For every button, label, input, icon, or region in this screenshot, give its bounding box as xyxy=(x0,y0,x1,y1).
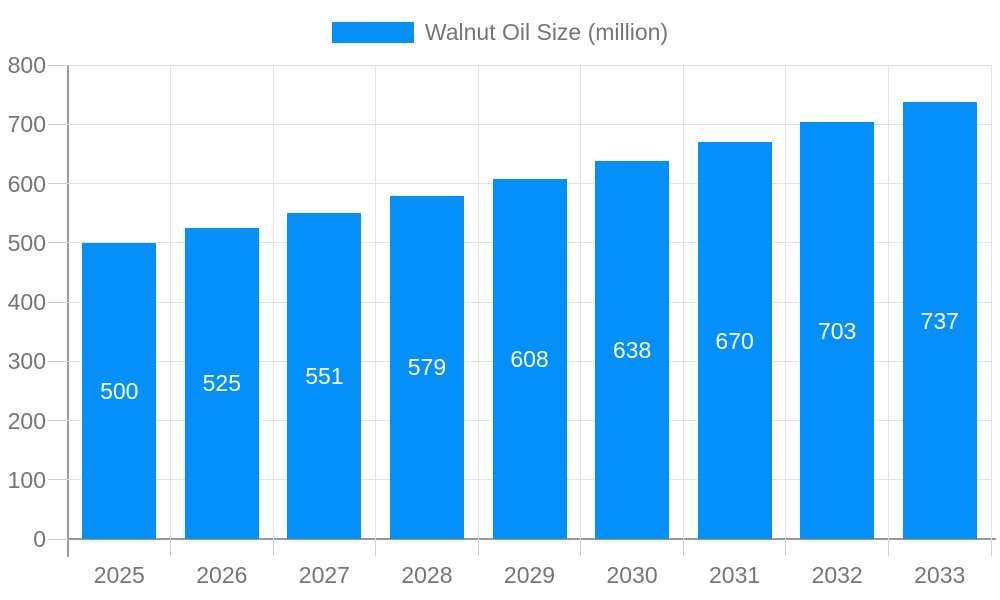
bar-value-label: 670 xyxy=(715,327,754,354)
x-tick-label: 2033 xyxy=(914,562,966,588)
y-axis-tick xyxy=(48,538,68,540)
bar-value-label: 551 xyxy=(305,362,344,389)
y-tick-label: 600 xyxy=(7,170,46,197)
y-axis-tick xyxy=(48,64,68,66)
x-tick-label: 2031 xyxy=(709,562,761,588)
y-axis-tick xyxy=(48,479,68,481)
bar[interactable]: 608 xyxy=(492,178,567,539)
legend-label[interactable]: Walnut Oil Size (million) xyxy=(424,19,669,45)
x-axis-tick xyxy=(682,539,684,556)
x-tick-label: 2029 xyxy=(503,562,556,588)
gridline-vertical xyxy=(785,65,787,539)
gridline-vertical xyxy=(375,65,377,539)
x-axis-tick xyxy=(170,539,172,556)
x-axis-tick xyxy=(375,539,377,556)
gridline-horizontal xyxy=(68,64,991,66)
x-tick-label: 2027 xyxy=(298,562,350,588)
gridline-vertical xyxy=(682,65,684,539)
gridline-horizontal xyxy=(68,123,991,125)
x-axis-tick xyxy=(887,539,889,556)
bar-value-label: 500 xyxy=(100,377,139,404)
y-axis-tick xyxy=(48,301,68,303)
y-axis-tick xyxy=(48,360,68,362)
y-axis-tick xyxy=(48,183,68,184)
y-tick-label: 300 xyxy=(7,348,46,375)
x-tick-label: 2026 xyxy=(196,562,248,588)
gridline-vertical xyxy=(580,65,582,539)
y-tick-label: 700 xyxy=(7,111,46,138)
gridline-vertical xyxy=(477,65,479,539)
y-axis-tick xyxy=(48,242,68,244)
bar[interactable]: 703 xyxy=(800,122,875,539)
y-tick-label: 0 xyxy=(33,526,46,552)
y-tick-label: 800 xyxy=(7,52,46,78)
x-axis-tick xyxy=(785,539,787,556)
x-tick-label: 2030 xyxy=(606,562,658,588)
bar[interactable]: 525 xyxy=(184,227,259,539)
x-axis-line xyxy=(68,538,996,540)
bar[interactable]: 638 xyxy=(595,160,670,539)
gridline-vertical xyxy=(272,65,274,539)
bar[interactable]: 551 xyxy=(287,212,362,539)
x-axis-tick xyxy=(990,539,992,556)
bar-value-label: 638 xyxy=(612,336,652,363)
legend-swatch[interactable] xyxy=(331,21,414,43)
y-tick-label: 200 xyxy=(7,407,46,434)
gridline-vertical xyxy=(887,65,889,539)
y-tick-label: 100 xyxy=(7,466,46,493)
y-axis-tick xyxy=(48,420,68,421)
y-tick-label: 500 xyxy=(7,229,46,256)
bar-value-label: 737 xyxy=(920,307,959,334)
x-axis-tick xyxy=(272,539,274,556)
bar-value-label: 703 xyxy=(817,317,857,344)
bar[interactable]: 579 xyxy=(389,195,464,539)
x-axis-tick xyxy=(477,539,479,556)
gridline-vertical xyxy=(170,65,172,539)
bar-value-label: 608 xyxy=(510,345,549,372)
bar-value-label: 525 xyxy=(202,370,242,397)
x-tick-label: 2032 xyxy=(811,562,863,588)
gridline-vertical xyxy=(990,65,992,539)
y-axis-tick xyxy=(48,123,68,125)
bar-value-label: 579 xyxy=(407,354,447,381)
legend[interactable]: Walnut Oil Size (million) xyxy=(0,19,1000,45)
x-axis-tick xyxy=(580,539,582,556)
y-tick-label: 400 xyxy=(7,289,46,315)
y-axis-line xyxy=(67,65,69,557)
bar[interactable]: 737 xyxy=(902,102,977,539)
bar[interactable]: 670 xyxy=(697,142,772,539)
bar[interactable]: 500 xyxy=(82,242,157,539)
x-tick-label: 2025 xyxy=(93,562,145,588)
x-tick-label: 2028 xyxy=(401,562,453,588)
